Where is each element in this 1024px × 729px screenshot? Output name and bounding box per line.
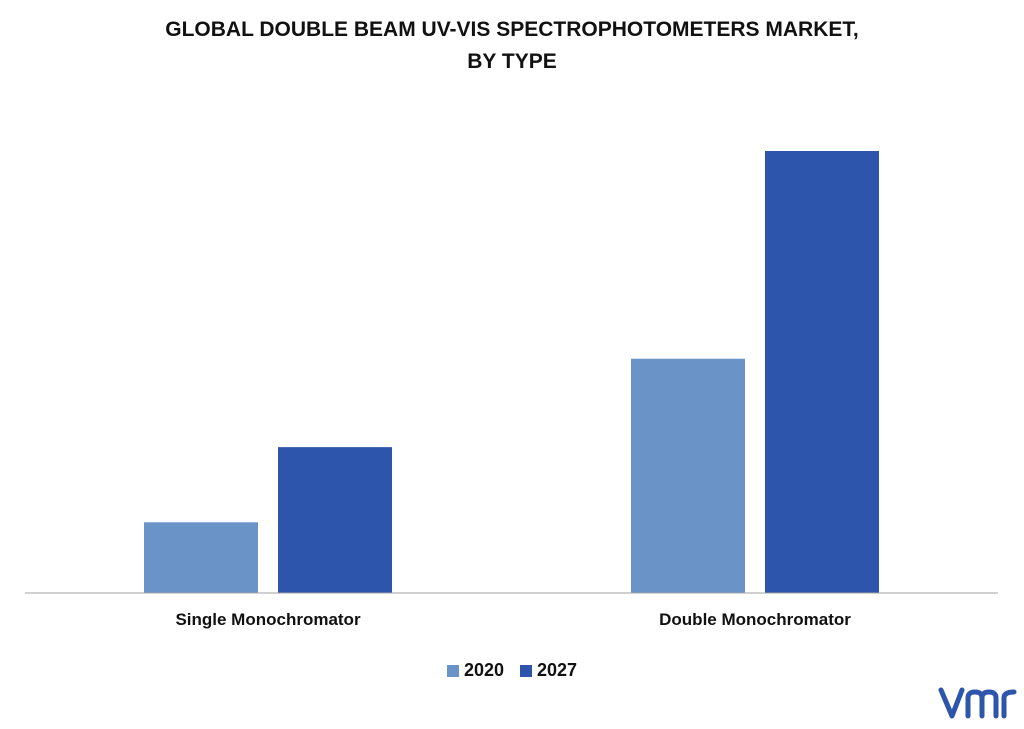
- legend-item-2020: 2020: [446, 660, 504, 681]
- legend-label-2020: 2020: [463, 660, 504, 680]
- x-tick-label: Double Monochromator: [659, 610, 851, 629]
- bars-group: [144, 151, 879, 593]
- vmr-logo-icon: [938, 687, 1017, 719]
- chart-title-line-2: BY TYPE: [467, 50, 557, 73]
- bar-2027-single-monochromator: [278, 447, 392, 593]
- legend-swatch-2020: [446, 664, 459, 677]
- legend-label-2027: 2027: [537, 660, 578, 680]
- bar-2027-double-monochromator: [765, 151, 879, 593]
- x-tick-labels: Single Monochromator Double Monochromator: [175, 610, 851, 629]
- legend-swatch-2027: [520, 664, 532, 677]
- chart-title: GLOBAL DOUBLE BEAM UV-VIS SPECTROPHOTOME…: [0, 14, 1024, 78]
- chart-title-line-1: GLOBAL DOUBLE BEAM UV-VIS SPECTROPHOTOME…: [165, 18, 859, 41]
- bar-2020-double-monochromator: [631, 358, 745, 593]
- bar-2020-single-monochromator: [144, 522, 258, 593]
- x-tick-label: Single Monochromator: [175, 610, 361, 629]
- legend-item-2027: 2027: [520, 660, 577, 681]
- legend: 2020 2027: [0, 660, 1024, 681]
